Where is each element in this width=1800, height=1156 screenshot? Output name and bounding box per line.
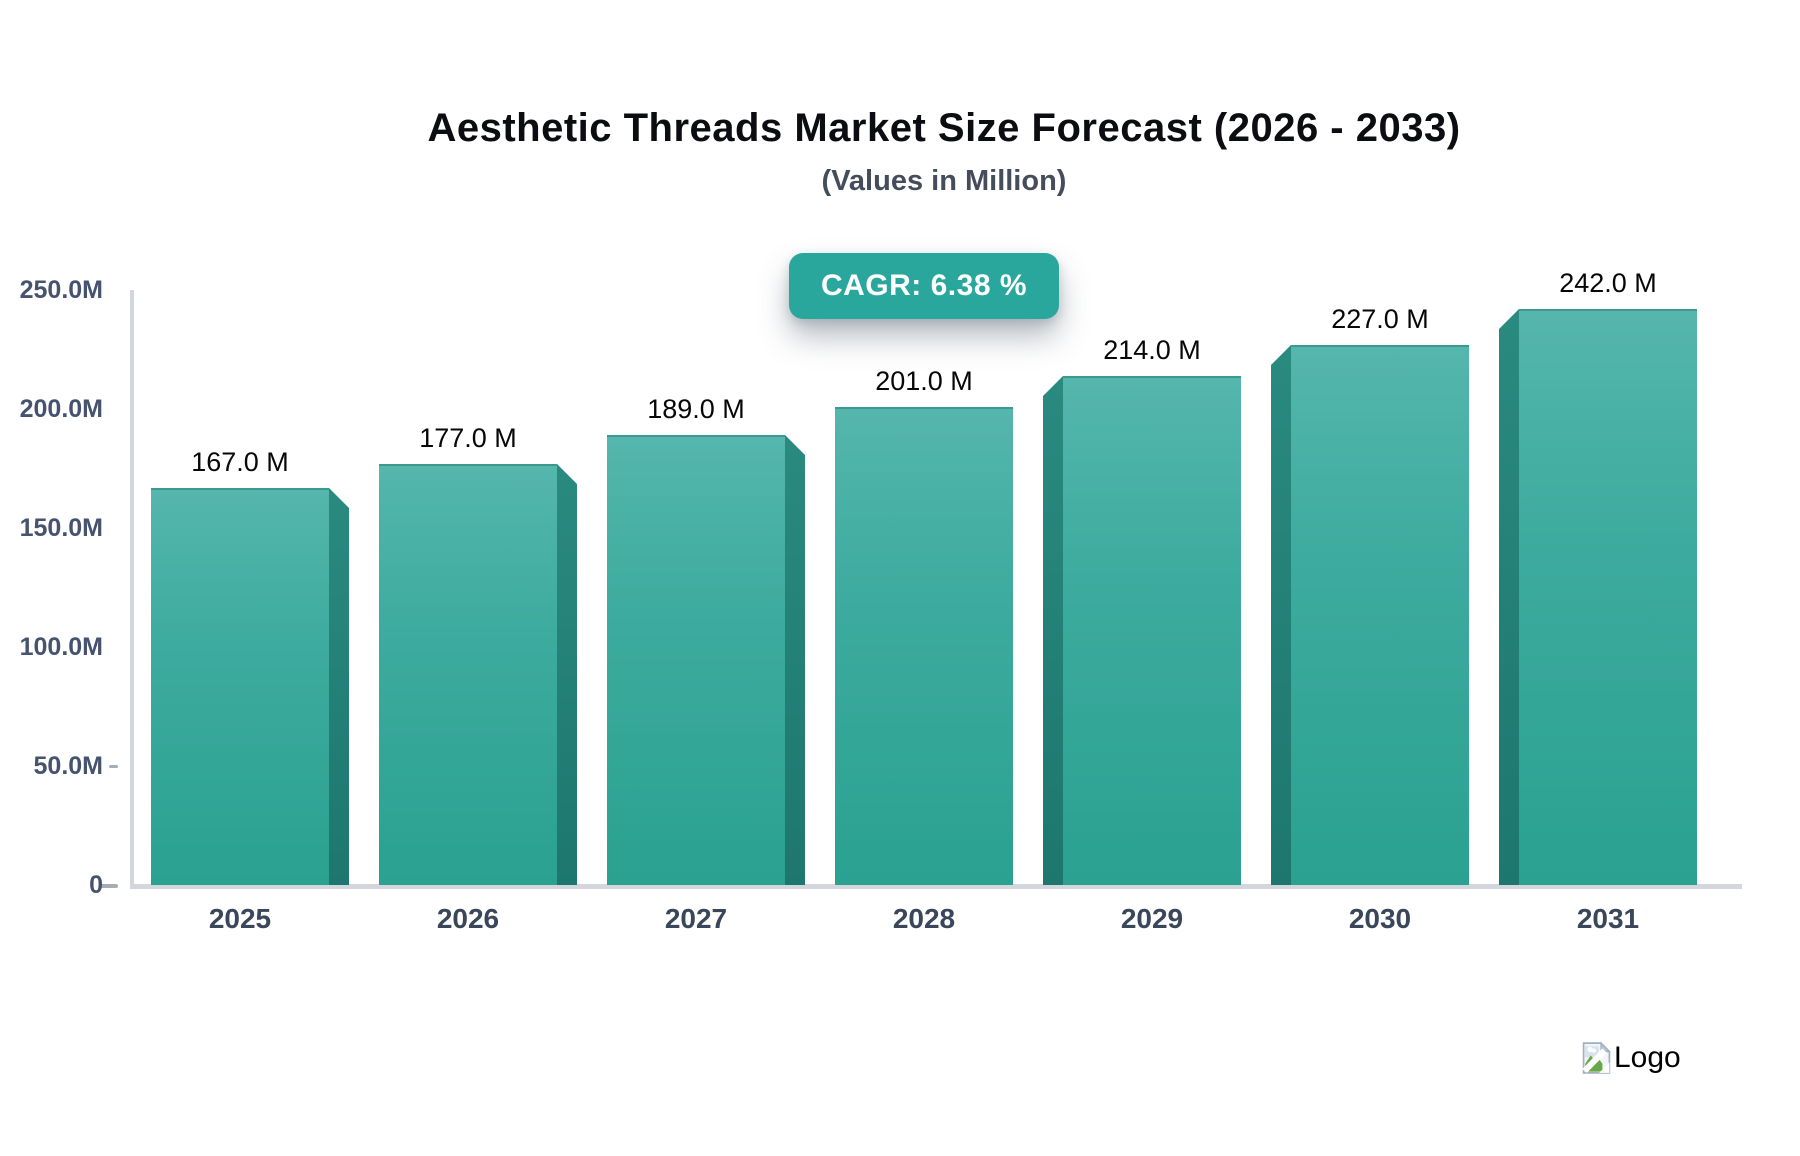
bar-value-label: 167.0 M (130, 444, 350, 480)
chart-subtitle: (Values in Million) (44, 165, 1800, 198)
bar-3d-side-face (329, 488, 349, 885)
bar-2028 (835, 407, 1013, 885)
bar-value-label: 189.0 M (586, 391, 806, 427)
bar-3d-side-face (1043, 376, 1063, 885)
x-axis-tick-label: 2025 (130, 902, 350, 936)
y-axis-tick-label: 50.0M (0, 751, 103, 781)
bar-2026 (379, 464, 557, 885)
bar-value-label: 227.0 M (1270, 301, 1490, 337)
chart-title: Aesthetic Threads Market Size Forecast (… (44, 106, 1800, 151)
y-axis-tick-label: 100.0M (0, 632, 103, 662)
bar-3d-side-face (557, 464, 577, 885)
x-axis-tick-label: 2031 (1498, 902, 1718, 936)
cagr-badge: CAGR: 6.38 % (789, 253, 1059, 319)
bar-2029 (1063, 376, 1241, 885)
bar-value-label: 242.0 M (1498, 265, 1718, 301)
y-tick-mark-50m (109, 765, 118, 768)
bar-2027 (607, 435, 785, 885)
x-axis-tick-label: 2027 (586, 902, 806, 936)
broken-image-icon (1581, 1041, 1612, 1075)
bar-value-label: 177.0 M (358, 420, 578, 456)
bar-value-label: 201.0 M (814, 363, 1034, 399)
y-axis-tick-label: 150.0M (0, 513, 103, 543)
bar-2025 (151, 488, 329, 885)
x-axis-tick-label: 2030 (1270, 902, 1490, 936)
bar-value-label: 214.0 M (1042, 332, 1262, 368)
x-axis-tick-label: 2029 (1042, 902, 1262, 936)
x-axis-tick-label: 2028 (814, 902, 1034, 936)
bar-3d-side-face (785, 435, 805, 885)
bar-2031 (1519, 309, 1697, 885)
chart-header: Aesthetic Threads Market Size Forecast (… (44, 0, 1800, 198)
bar-2030 (1291, 345, 1469, 885)
logo: Logo (1581, 1038, 1681, 1078)
y-axis-tick-label: 250.0M (0, 275, 103, 305)
bar-3d-side-face (1271, 345, 1291, 885)
logo-alt-text: Logo (1614, 1041, 1681, 1075)
y-axis-tick-label: 200.0M (0, 394, 103, 424)
bar-3d-side-face (1499, 309, 1519, 885)
y-axis-tick-label: 0 (0, 870, 103, 900)
x-axis-tick-label: 2026 (358, 902, 578, 936)
y-axis-line (130, 290, 134, 885)
